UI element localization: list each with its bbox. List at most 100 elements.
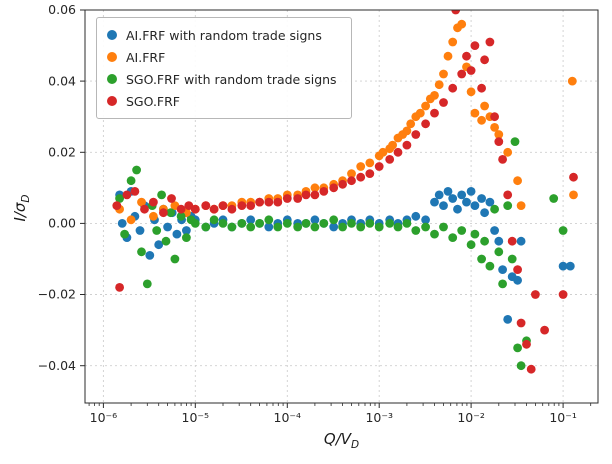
data-point <box>167 194 176 203</box>
data-point <box>246 215 256 225</box>
data-point <box>255 197 264 207</box>
data-point <box>558 290 568 299</box>
data-point <box>201 201 211 211</box>
data-point <box>411 130 421 139</box>
legend-label: AI.FRF <box>126 49 166 65</box>
data-point <box>494 137 504 147</box>
data-point <box>565 261 575 271</box>
data-point <box>218 201 228 211</box>
data-point <box>255 219 264 228</box>
data-point <box>385 155 395 164</box>
data-point <box>163 222 173 232</box>
data-point <box>329 183 339 193</box>
y-tick-label: 0.06 <box>48 2 76 17</box>
data-point <box>166 208 176 218</box>
data-point <box>462 197 471 207</box>
data-point <box>494 130 504 139</box>
data-point <box>466 187 476 196</box>
data-point <box>516 318 526 328</box>
data-point <box>470 41 480 50</box>
data-point <box>402 140 412 150</box>
data-point <box>448 233 458 243</box>
data-point <box>149 197 158 207</box>
legend-label: AI.FRF with random trade signs <box>126 27 322 43</box>
data-point <box>480 101 489 111</box>
data-point <box>130 187 140 196</box>
x-tick-label: 10⁻⁴ <box>274 410 302 425</box>
data-point <box>421 119 430 129</box>
data-point <box>480 55 489 65</box>
data-point <box>172 229 182 239</box>
data-point <box>374 222 384 232</box>
series-2 <box>115 137 568 371</box>
data-point <box>503 315 513 324</box>
data-point <box>126 176 136 186</box>
data-point <box>434 190 444 200</box>
y-tick-label: −0.04 <box>38 358 76 373</box>
data-point <box>494 236 504 246</box>
data-point <box>145 251 155 260</box>
data-point <box>558 226 568 235</box>
data-point <box>356 172 366 182</box>
data-point <box>152 226 162 235</box>
data-point <box>430 197 439 207</box>
data-point <box>282 219 292 228</box>
data-point <box>470 108 480 118</box>
data-point <box>485 261 495 271</box>
data-point <box>567 76 577 86</box>
data-point <box>329 222 339 232</box>
data-point <box>448 83 458 93</box>
legend-label: SGO.FRF with random trade signs <box>126 71 337 87</box>
data-point <box>393 147 403 157</box>
data-point <box>154 240 164 250</box>
data-point <box>439 222 448 232</box>
data-point <box>237 219 247 228</box>
data-point <box>402 219 412 228</box>
data-point <box>157 190 167 200</box>
data-point <box>558 261 568 271</box>
data-point <box>448 37 458 47</box>
data-point <box>301 219 311 228</box>
data-point <box>513 265 522 274</box>
x-tick-label: 10⁻⁶ <box>90 410 118 425</box>
data-point <box>406 119 416 129</box>
data-point <box>421 222 430 232</box>
data-point <box>388 140 397 150</box>
data-point <box>246 201 256 211</box>
data-point <box>457 19 467 29</box>
data-point <box>490 204 499 214</box>
data-point <box>439 201 448 211</box>
data-point <box>569 190 578 200</box>
data-point <box>237 201 247 211</box>
y-axis-label: I/σD <box>11 194 32 222</box>
data-point <box>522 339 531 349</box>
data-point <box>430 91 439 100</box>
data-point <box>122 190 132 200</box>
x-axis-label: Q/VD <box>323 430 360 451</box>
data-point <box>434 80 444 90</box>
legend-item: AI.FRF with random trade signs <box>107 24 337 46</box>
data-point <box>310 215 320 225</box>
legend-label: SGO.FRF <box>126 93 180 109</box>
data-point <box>477 83 486 93</box>
data-point <box>503 147 513 157</box>
data-point <box>310 183 320 193</box>
data-point <box>126 215 136 225</box>
data-point <box>439 69 448 79</box>
data-point <box>466 66 476 75</box>
data-point <box>159 208 168 218</box>
data-point <box>470 229 480 239</box>
data-point <box>176 211 186 221</box>
data-point <box>137 197 146 207</box>
data-point <box>190 204 200 214</box>
data-point <box>137 247 146 257</box>
data-point <box>402 126 412 136</box>
data-point <box>498 279 507 289</box>
data-point <box>338 222 347 232</box>
data-point <box>347 169 356 179</box>
legend-marker-blue-icon <box>107 30 117 40</box>
data-point <box>457 190 467 200</box>
data-point <box>120 229 129 239</box>
data-point <box>510 137 520 147</box>
data-point <box>490 112 499 122</box>
